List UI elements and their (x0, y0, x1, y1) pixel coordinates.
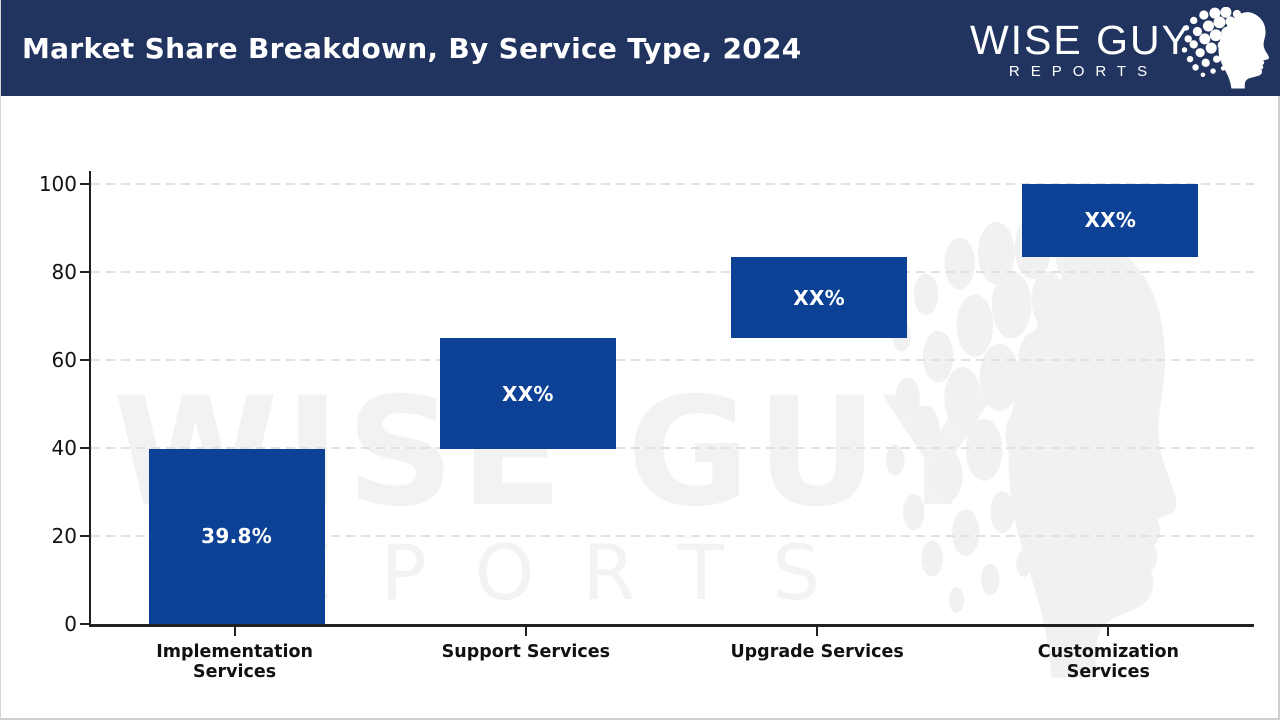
logo-text: WISE GUY REPORTS (970, 18, 1191, 80)
gridline (91, 271, 1254, 273)
y-tick-mark (80, 359, 89, 361)
x-category-label: Upgrade Services (730, 642, 904, 662)
gridline (91, 535, 1254, 537)
y-tick-mark (80, 183, 89, 185)
bar-segment: XX% (439, 338, 616, 449)
x-tick-mark (233, 627, 236, 636)
gridline (91, 447, 1254, 449)
plot-area: 39.8% XX% XX% XX% (89, 171, 1254, 627)
y-tick-label: 20 (51, 524, 77, 548)
y-tick-label: 60 (51, 348, 77, 372)
wiseguy-logo: WISE GUY REPORTS (970, 6, 1271, 92)
chart-region: 39.8% XX% XX% XX% 0 20 40 60 80 100 Implementati… (1, 96, 1279, 718)
x-tick-mark (524, 627, 527, 636)
x-tick-mark (816, 627, 819, 636)
y-tick-mark (80, 447, 89, 449)
bar-value-label: XX% (793, 285, 846, 310)
bar-segment: 39.8% (148, 448, 325, 624)
gridline (91, 359, 1254, 361)
logo-face-icon (1181, 7, 1269, 89)
bar-segment: XX% (1022, 184, 1199, 257)
bar-segment: XX% (731, 256, 908, 339)
bar-value-label: 39.8% (201, 524, 273, 549)
logo-wordmark: WISE GUY (969, 17, 1191, 63)
x-tick-mark (1107, 627, 1110, 636)
y-tick-mark (80, 535, 89, 537)
chart-title: Market Share Breakdown, By Service Type,… (22, 31, 802, 65)
y-tick-label: 0 (64, 612, 77, 636)
y-tick-mark (80, 271, 89, 273)
x-category-label: Implementation Services (156, 642, 313, 682)
logo-subtitle: REPORTS (1008, 63, 1159, 80)
y-tick-label: 40 (51, 436, 77, 460)
y-tick-label: 100 (38, 172, 77, 196)
x-category-label: Support Services (441, 642, 611, 662)
x-category-label: Customization Services (1037, 642, 1179, 682)
bar-value-label: XX% (501, 381, 554, 406)
bar-value-label: XX% (1084, 208, 1137, 233)
gridline (91, 183, 1254, 185)
y-tick-mark (80, 623, 89, 625)
y-tick-label: 80 (51, 260, 77, 284)
header-bar: Market Share Breakdown, By Service Type,… (1, 0, 1280, 96)
